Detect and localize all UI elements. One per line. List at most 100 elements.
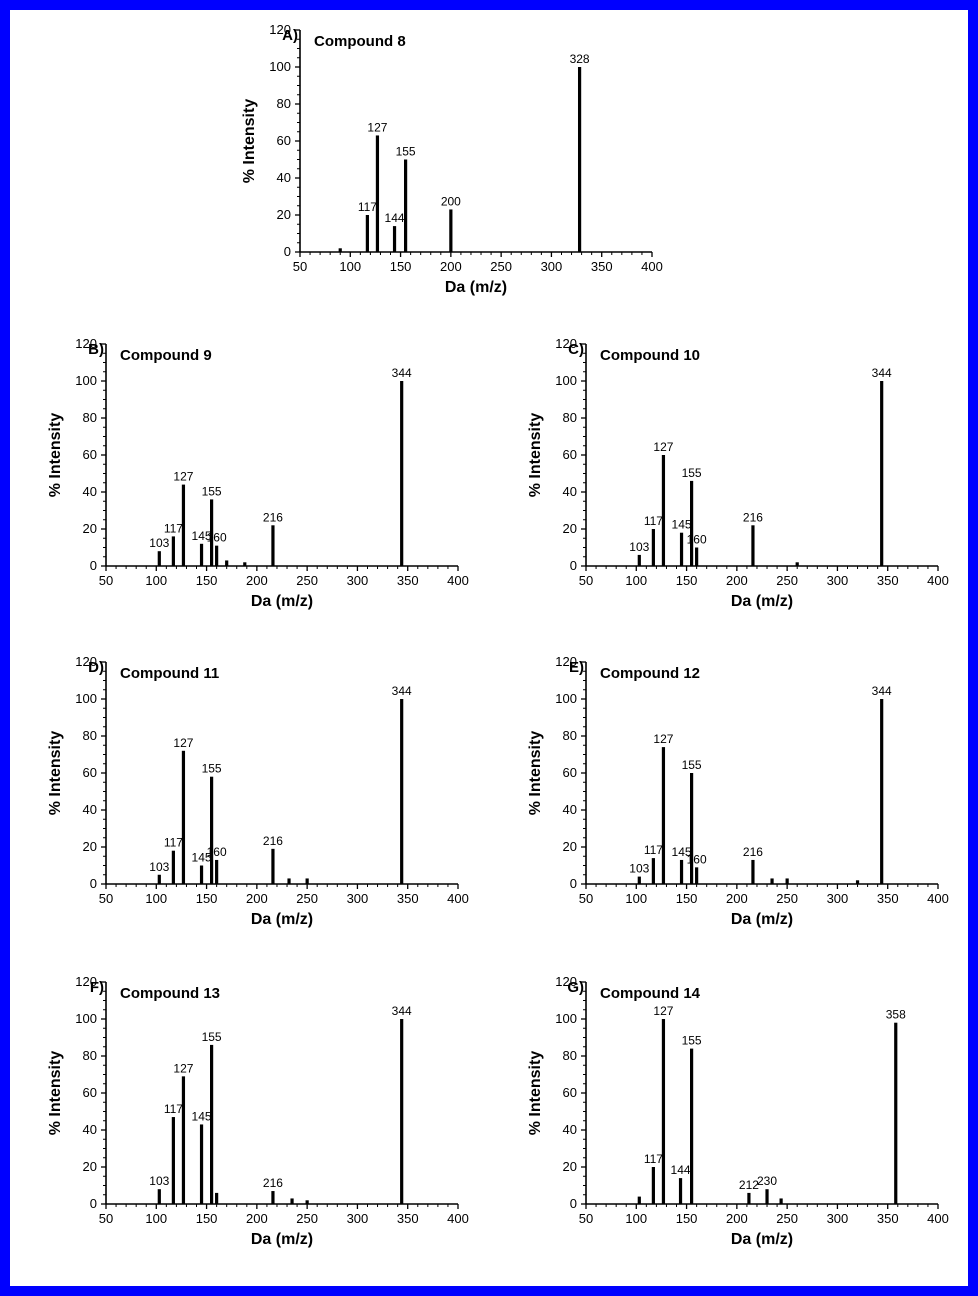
svg-text:20: 20 [563, 521, 577, 536]
svg-text:250: 250 [296, 573, 318, 588]
svg-text:0: 0 [570, 558, 577, 573]
svg-text:144: 144 [385, 211, 405, 225]
svg-text:50: 50 [99, 891, 113, 906]
svg-text:155: 155 [202, 762, 222, 776]
svg-text:Compound 11: Compound 11 [120, 665, 219, 682]
svg-text:145: 145 [672, 518, 692, 532]
svg-text:103: 103 [149, 536, 169, 550]
svg-text:344: 344 [392, 684, 412, 698]
svg-text:103: 103 [629, 862, 649, 876]
svg-text:200: 200 [726, 891, 748, 906]
svg-text:350: 350 [877, 1211, 899, 1226]
svg-text:20: 20 [563, 839, 577, 854]
svg-text:216: 216 [263, 510, 283, 524]
svg-text:400: 400 [927, 1211, 949, 1226]
svg-text:344: 344 [872, 366, 892, 380]
svg-text:Compound 8: Compound 8 [314, 33, 406, 50]
svg-text:300: 300 [827, 573, 849, 588]
svg-text:350: 350 [877, 891, 899, 906]
svg-text:20: 20 [277, 207, 291, 222]
svg-text:216: 216 [263, 1176, 283, 1190]
svg-text:358: 358 [886, 1008, 906, 1022]
svg-text:216: 216 [263, 834, 283, 848]
svg-text:60: 60 [83, 1085, 97, 1100]
svg-text:155: 155 [202, 484, 222, 498]
svg-text:200: 200 [726, 1211, 748, 1226]
svg-text:300: 300 [541, 259, 563, 274]
svg-text:400: 400 [447, 1211, 469, 1226]
svg-text:150: 150 [390, 259, 412, 274]
svg-text:200: 200 [440, 259, 462, 274]
svg-text:200: 200 [246, 573, 268, 588]
svg-text:Da (m/z): Da (m/z) [251, 911, 313, 928]
svg-text:250: 250 [296, 891, 318, 906]
svg-text:300: 300 [827, 1211, 849, 1226]
svg-text:350: 350 [397, 1211, 419, 1226]
svg-text:% Intensity: % Intensity [527, 413, 544, 498]
svg-text:40: 40 [563, 802, 577, 817]
svg-text:127: 127 [367, 120, 387, 134]
svg-text:155: 155 [682, 1034, 702, 1048]
svg-text:0: 0 [90, 1196, 97, 1211]
svg-text:250: 250 [296, 1211, 318, 1226]
svg-text:G): G) [567, 979, 584, 996]
svg-text:% Intensity: % Intensity [47, 413, 64, 498]
svg-text:Compound 12: Compound 12 [600, 665, 700, 682]
svg-text:300: 300 [347, 1211, 369, 1226]
svg-text:400: 400 [641, 259, 663, 274]
figure-frame: 50100150200250300350400020406080100120Da… [0, 0, 978, 1296]
svg-text:250: 250 [776, 891, 798, 906]
svg-text:60: 60 [83, 447, 97, 462]
svg-text:40: 40 [83, 802, 97, 817]
svg-text:100: 100 [145, 573, 167, 588]
spectrum-panel-g: 50100150200250300350400020406080100120Da… [520, 968, 950, 1258]
svg-text:344: 344 [392, 1004, 412, 1018]
svg-text:117: 117 [644, 1152, 663, 1166]
svg-text:160: 160 [207, 531, 227, 545]
svg-text:155: 155 [396, 145, 416, 159]
svg-text:117: 117 [644, 843, 663, 857]
svg-text:300: 300 [347, 891, 369, 906]
svg-text:300: 300 [827, 891, 849, 906]
svg-text:40: 40 [563, 484, 577, 499]
svg-text:100: 100 [625, 1211, 647, 1226]
svg-text:117: 117 [164, 1102, 183, 1116]
svg-text:50: 50 [579, 573, 593, 588]
svg-text:100: 100 [75, 1011, 97, 1026]
svg-text:C): C) [568, 341, 584, 358]
svg-text:100: 100 [625, 891, 647, 906]
svg-text:127: 127 [173, 470, 193, 484]
svg-text:350: 350 [397, 891, 419, 906]
svg-text:344: 344 [872, 684, 892, 698]
svg-text:150: 150 [676, 891, 698, 906]
svg-text:150: 150 [196, 891, 218, 906]
svg-text:0: 0 [90, 558, 97, 573]
svg-text:344: 344 [392, 366, 412, 380]
svg-text:Compound 10: Compound 10 [600, 347, 700, 364]
svg-text:60: 60 [563, 765, 577, 780]
svg-text:117: 117 [358, 200, 377, 214]
svg-text:80: 80 [277, 96, 291, 111]
svg-text:127: 127 [653, 732, 673, 746]
spectrum-panel-a: 50100150200250300350400020406080100120Da… [234, 16, 664, 306]
svg-text:F): F) [90, 979, 104, 996]
svg-text:103: 103 [149, 860, 169, 874]
svg-text:60: 60 [563, 447, 577, 462]
svg-text:350: 350 [877, 573, 899, 588]
svg-text:150: 150 [196, 1211, 218, 1226]
svg-text:80: 80 [563, 728, 577, 743]
spectrum-panel-f: 50100150200250300350400020406080100120Da… [40, 968, 470, 1258]
svg-text:Compound 9: Compound 9 [120, 347, 212, 364]
svg-text:144: 144 [671, 1163, 691, 1177]
svg-text:50: 50 [579, 1211, 593, 1226]
svg-text:Da (m/z): Da (m/z) [251, 593, 313, 610]
svg-text:40: 40 [563, 1122, 577, 1137]
svg-text:40: 40 [83, 1122, 97, 1137]
spectrum-panel-d: 50100150200250300350400020406080100120Da… [40, 648, 470, 938]
svg-text:20: 20 [83, 1159, 97, 1174]
svg-text:50: 50 [293, 259, 307, 274]
svg-text:100: 100 [555, 1011, 577, 1026]
svg-text:400: 400 [927, 573, 949, 588]
svg-text:160: 160 [687, 533, 707, 547]
svg-text:100: 100 [75, 373, 97, 388]
